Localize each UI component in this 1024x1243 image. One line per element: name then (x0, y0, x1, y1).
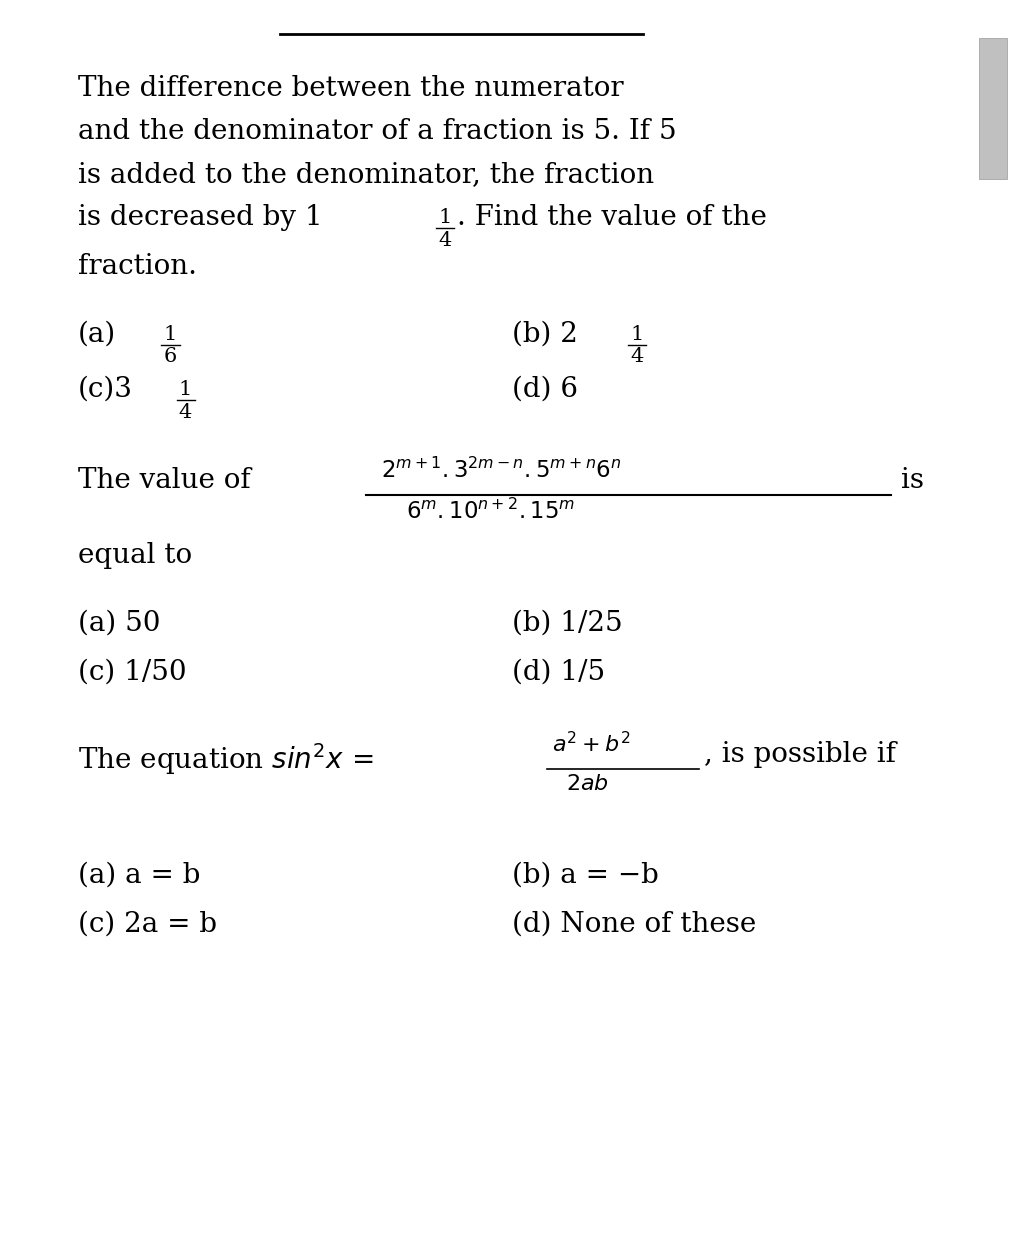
Text: $2^{m+1}.3^{2m-n}.5^{m+n}6^{n}$: $2^{m+1}.3^{2m-n}.5^{m+n}6^{n}$ (381, 457, 622, 482)
Text: 1: 1 (630, 324, 643, 344)
Text: (d) 1/5: (d) 1/5 (512, 659, 605, 685)
Text: (b) 1/25: (b) 1/25 (512, 609, 623, 636)
Text: $6^{m}.10^{n+2}.15^{m}$: $6^{m}.10^{n+2}.15^{m}$ (406, 498, 575, 523)
Text: 4: 4 (178, 403, 191, 421)
Text: , is possible if: , is possible if (703, 741, 896, 768)
Text: 1: 1 (178, 380, 193, 399)
Text: $a^{2}+b^{2}$: $a^{2}+b^{2}$ (552, 731, 631, 757)
Text: 6: 6 (164, 347, 177, 367)
Text: 1: 1 (164, 324, 177, 344)
Text: (a): (a) (78, 321, 116, 347)
Text: 4: 4 (630, 347, 643, 367)
Text: 4: 4 (438, 231, 452, 250)
Text: (d) 6: (d) 6 (512, 375, 578, 403)
Text: (a) 50: (a) 50 (78, 609, 160, 636)
Text: 1: 1 (438, 208, 452, 227)
Text: (c) 2a = b: (c) 2a = b (78, 910, 217, 937)
Text: $2ab$: $2ab$ (565, 773, 608, 794)
Text: (d) None of these: (d) None of these (512, 910, 757, 937)
Text: equal to: equal to (78, 542, 191, 568)
Text: (a) a = b: (a) a = b (78, 861, 200, 889)
Text: (b) 2: (b) 2 (512, 321, 578, 347)
Text: is: is (901, 466, 924, 493)
Text: is added to the denominator, the fraction: is added to the denominator, the fractio… (78, 160, 653, 188)
Text: (c)3: (c)3 (78, 375, 132, 403)
Text: . Find the value of the: . Find the value of the (458, 204, 767, 231)
FancyBboxPatch shape (979, 37, 1007, 179)
Text: fraction.: fraction. (78, 252, 197, 280)
Text: The value of: The value of (78, 466, 251, 493)
Text: The equation $sin^{2}x$ =: The equation $sin^{2}x$ = (78, 741, 373, 777)
Text: is decreased by 1: is decreased by 1 (78, 204, 323, 231)
Text: (c) 1/50: (c) 1/50 (78, 659, 186, 685)
Text: and the denominator of a fraction is 5. If 5: and the denominator of a fraction is 5. … (78, 118, 676, 144)
Text: (b) a = −b: (b) a = −b (512, 861, 658, 889)
Text: The difference between the numerator: The difference between the numerator (78, 75, 624, 102)
